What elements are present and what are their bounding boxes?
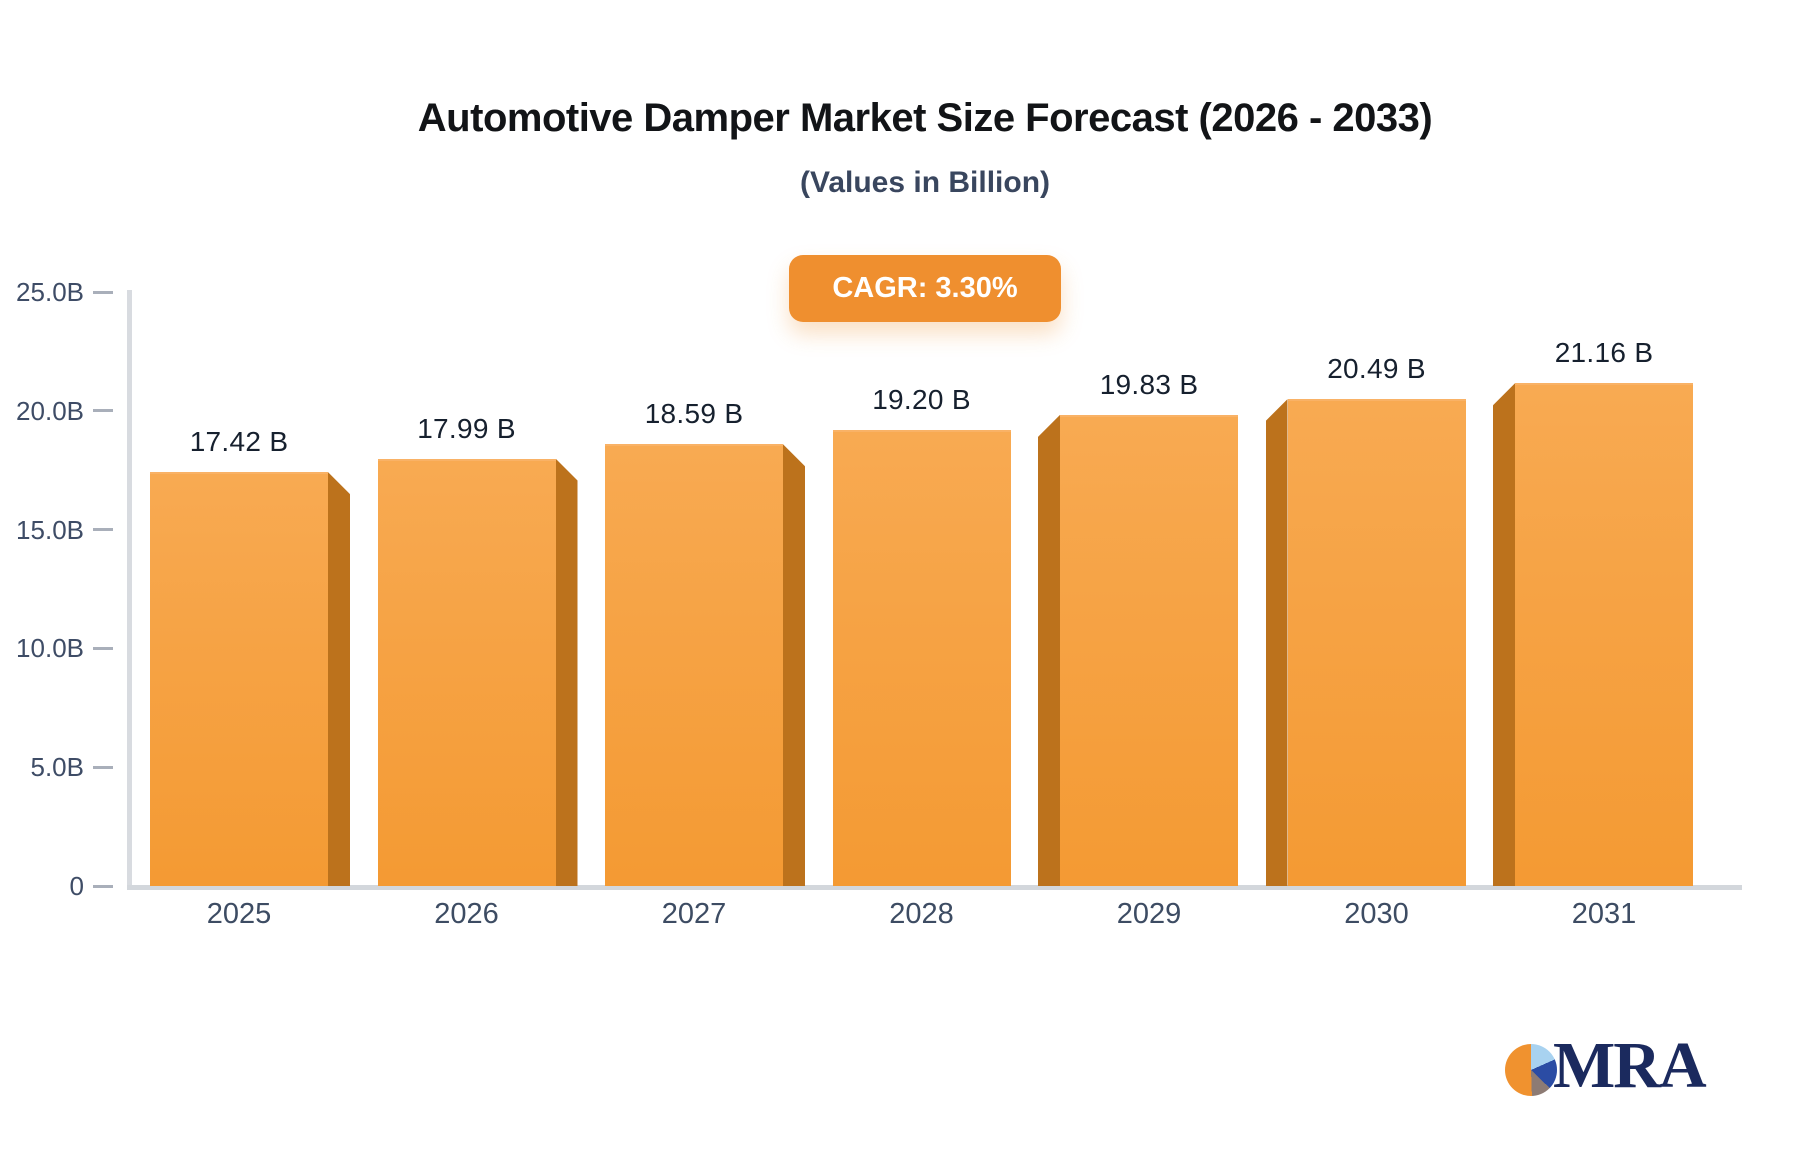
bar-2029 [1060,414,1238,886]
bar-2025 [150,472,328,886]
y-axis-tick [93,765,113,769]
x-axis-label-2026: 2026 [434,898,499,930]
x-axis-label-2029: 2029 [1116,898,1182,930]
x-axis-label-2025: 2025 [206,898,272,930]
bar-2030 [1287,399,1466,886]
y-axis-label: 0 [69,871,84,901]
x-axis-label-2027: 2027 [661,898,727,930]
cagr-badge: CAGR: 3.30% [789,255,1061,322]
bar-3d-side-2026 [555,458,578,886]
bar-3d-side-2029 [1038,414,1060,886]
x-axis-baseline [127,885,1742,890]
y-axis-label: 10.0B [16,633,84,664]
bar-value-label: 18.59 B [644,398,744,430]
bar-3d-side-2027 [783,444,805,886]
pie-chart-logo-icon [1505,1044,1557,1096]
bar-value-label: 17.42 B [189,426,289,458]
bar-2031 [1515,383,1693,886]
y-axis-line [127,290,132,890]
bar-value-label: 20.49 B [1327,353,1426,385]
y-axis-tick [93,528,113,532]
bar-value-label: 21.16 B [1554,337,1654,369]
bar-3d-side-2025 [328,472,350,886]
cagr-badge-label: CAGR: 3.30% [832,272,1018,304]
x-axis-label-2030: 2030 [1344,898,1409,930]
bar-2027 [605,444,783,886]
bar-value-label: 19.20 B [872,383,971,415]
bar-value-label: 17.99 B [417,412,516,444]
y-axis-tick [93,884,113,888]
x-axis-label-2028: 2028 [889,898,954,930]
y-axis-tick [93,290,113,294]
y-axis-tick [93,646,113,650]
x-axis-label-2031: 2031 [1571,898,1637,930]
y-axis-label: 20.0B [16,395,84,426]
bar-3d-side-2031 [1493,383,1515,886]
logo-text: MRA [1553,1029,1707,1102]
bar-3d-side-2030 [1265,399,1288,886]
chart-title: Automotive Damper Market Size Forecast (… [417,96,1433,140]
mra-logo: MRA [1505,1029,1707,1102]
y-axis-tick [93,409,113,413]
chart-subtitle: (Values in Billion) [799,166,1051,199]
bar-2028 [832,429,1011,886]
y-axis-label: 5.0B [30,752,85,783]
bar-2026 [377,458,556,886]
bar-value-label: 19.83 B [1099,368,1199,400]
y-axis-label: 25.0B [16,277,84,307]
y-axis-label: 15.0B [16,514,84,545]
